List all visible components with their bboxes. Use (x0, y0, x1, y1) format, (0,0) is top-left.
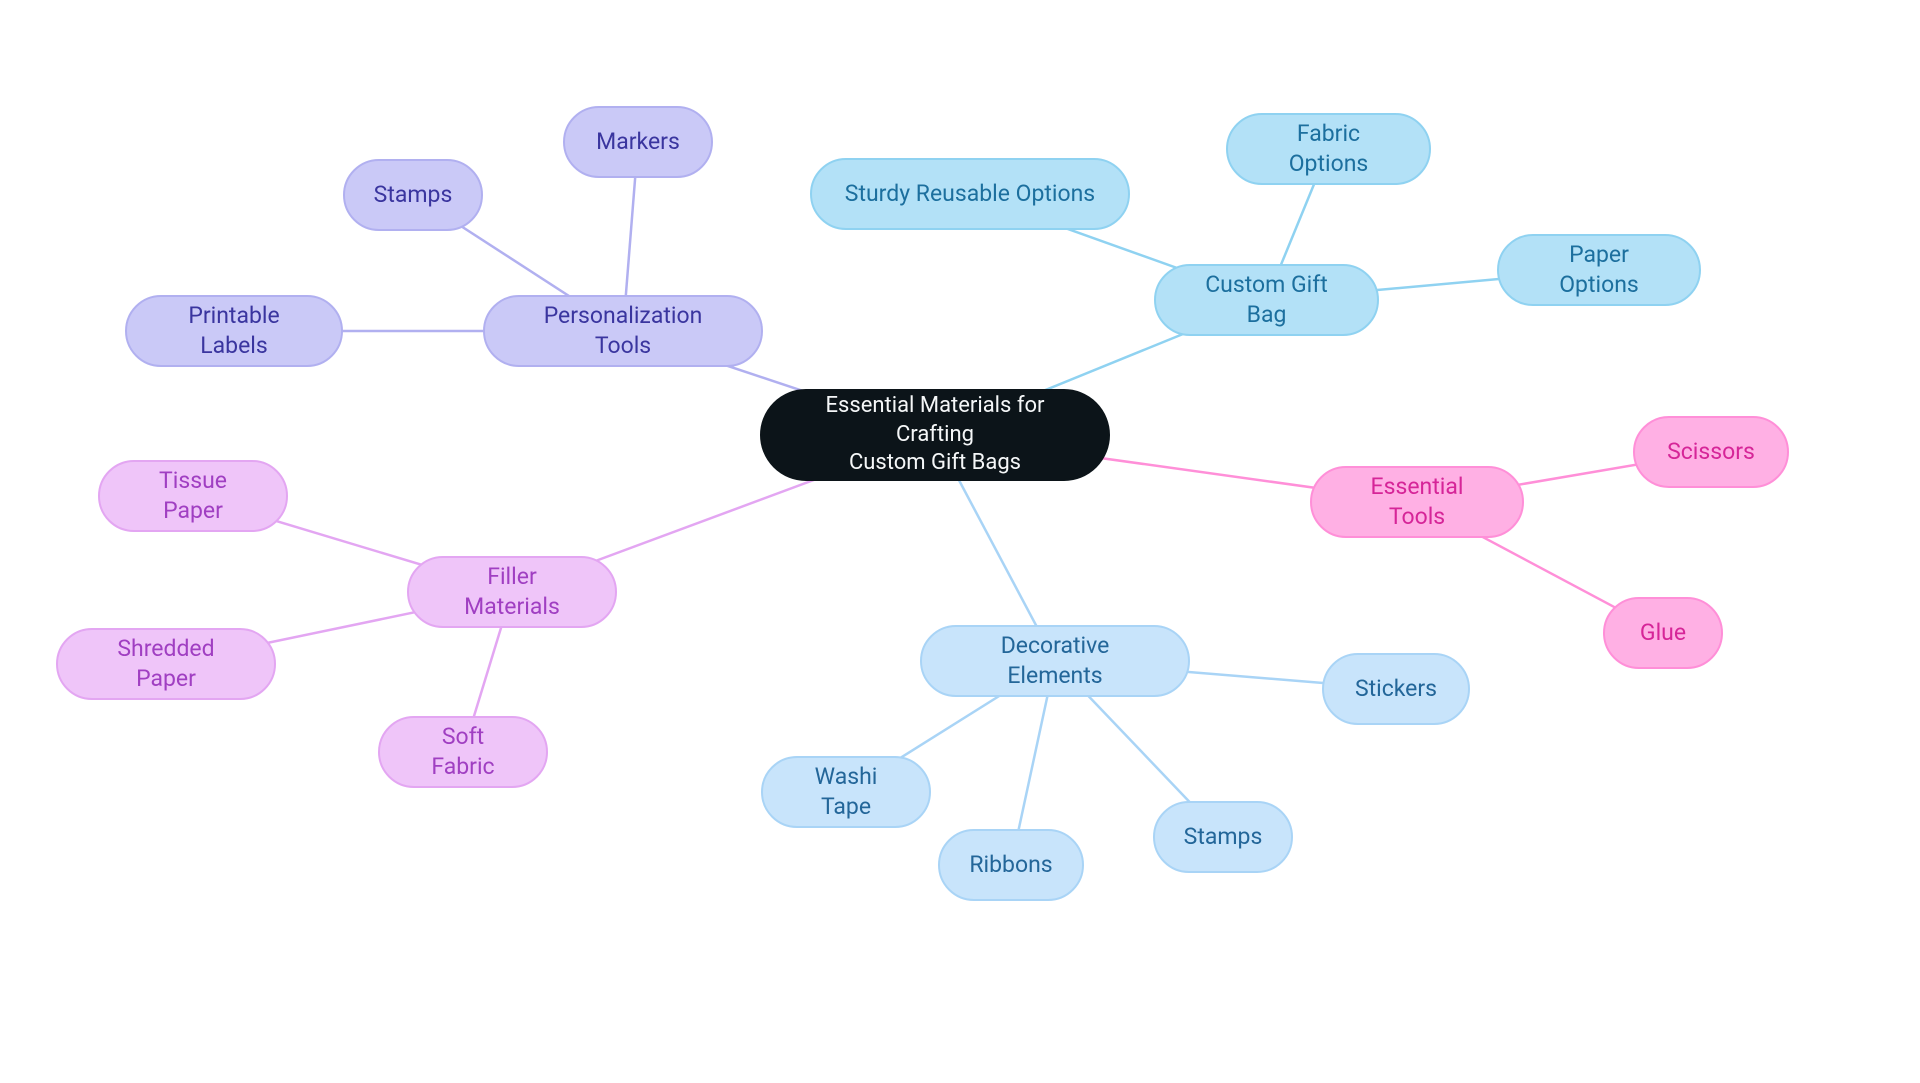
node-personal: Personalization Tools (483, 295, 763, 367)
node-label: Stamps (1184, 822, 1263, 852)
node-label: Decorative Elements (952, 631, 1158, 691)
node-label: Custom Gift Bag (1186, 270, 1347, 330)
node-scissors: Scissors (1633, 416, 1789, 488)
node-label: Ribbons (969, 850, 1052, 880)
node-glue: Glue (1603, 597, 1723, 669)
node-decor: Decorative Elements (920, 625, 1190, 697)
node-label: Markers (596, 127, 680, 157)
node-labels: Printable Labels (125, 295, 343, 367)
node-root: Essential Materials for Crafting Custom … (760, 389, 1110, 481)
node-label: Glue (1640, 618, 1686, 648)
node-label: Shredded Paper (88, 634, 244, 694)
node-ribbons: Ribbons (938, 829, 1084, 901)
node-label: Paper Options (1529, 240, 1669, 300)
node-paper: Paper Options (1497, 234, 1701, 306)
node-fabric: Fabric Options (1226, 113, 1431, 185)
node-label: Stamps (374, 180, 453, 210)
node-label: Stickers (1355, 674, 1437, 704)
node-label: Personalization Tools (515, 301, 731, 361)
node-custom: Custom Gift Bag (1154, 264, 1379, 336)
node-label: Scissors (1667, 437, 1755, 467)
node-stickers: Stickers (1322, 653, 1470, 725)
node-label: Washi Tape (793, 762, 899, 822)
node-sturdy: Sturdy Reusable Options (810, 158, 1130, 230)
node-shredded: Shredded Paper (56, 628, 276, 700)
node-label: Essential Tools (1342, 472, 1492, 532)
node-label: Tissue Paper (130, 466, 256, 526)
node-filler: Filler Materials (407, 556, 617, 628)
node-stamps1: Stamps (343, 159, 483, 231)
node-washi: Washi Tape (761, 756, 931, 828)
node-label: Soft Fabric (410, 722, 516, 782)
node-tools: Essential Tools (1310, 466, 1524, 538)
node-label: Filler Materials (439, 562, 585, 622)
node-stamps2: Stamps (1153, 801, 1293, 873)
node-label: Essential Materials for Crafting Custom … (796, 392, 1074, 478)
node-label: Fabric Options (1258, 119, 1399, 179)
node-tissue: Tissue Paper (98, 460, 288, 532)
node-softfab: Soft Fabric (378, 716, 548, 788)
node-label: Printable Labels (157, 301, 311, 361)
node-markers: Markers (563, 106, 713, 178)
node-label: Sturdy Reusable Options (845, 179, 1095, 209)
